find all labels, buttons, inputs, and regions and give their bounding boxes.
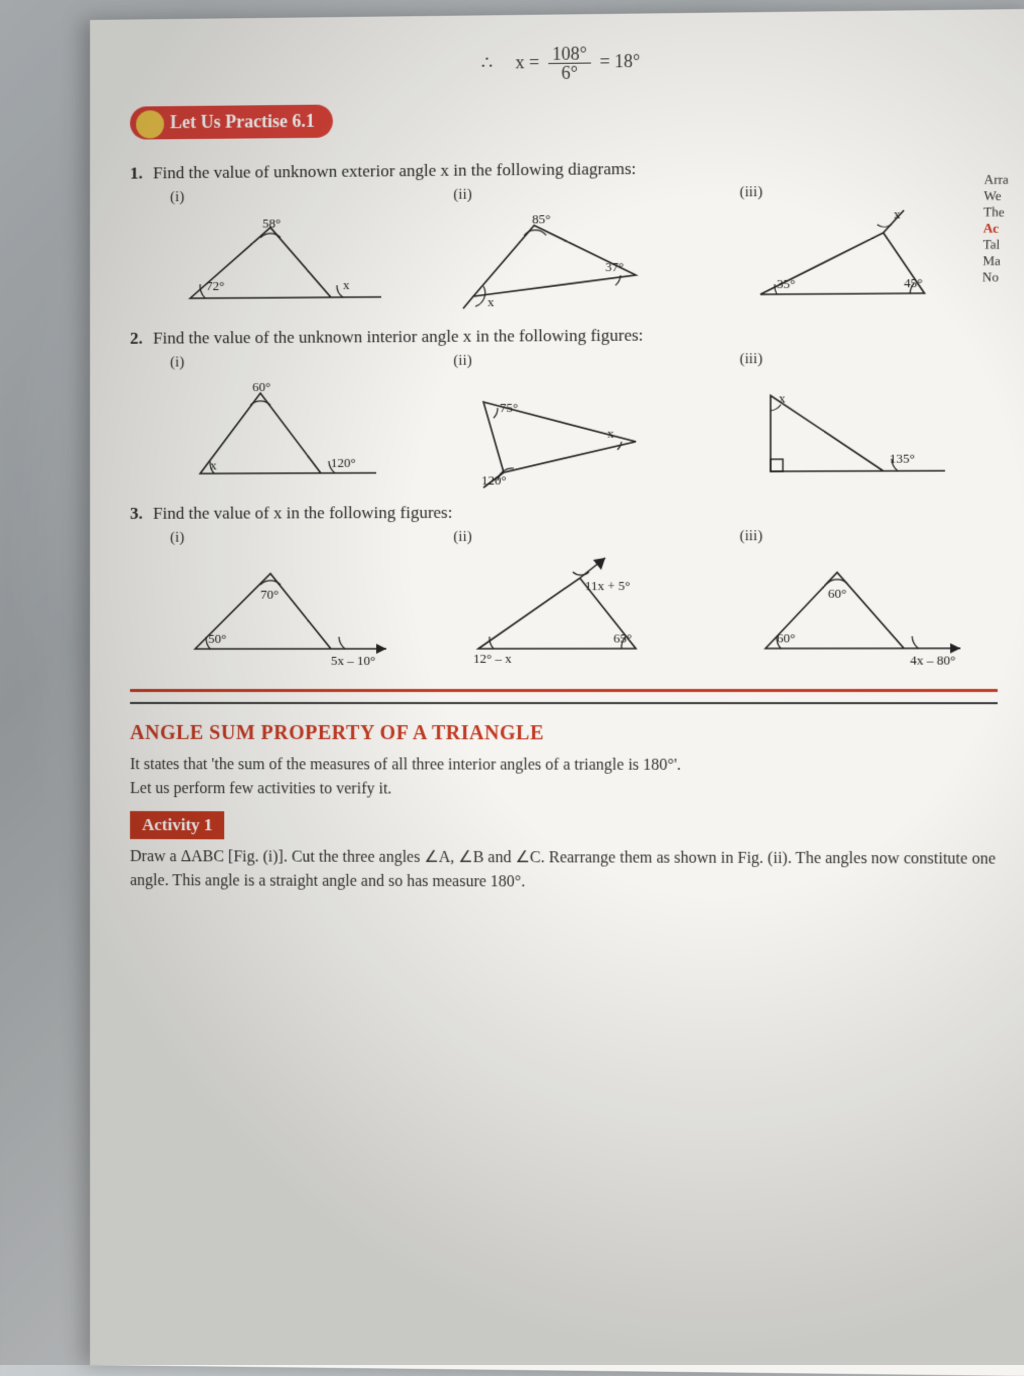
q3-iii-angle-a: 60° (828, 586, 847, 601)
q2-i-angle-c: 120° (331, 455, 356, 470)
q3-text: Find the value of x in the following fig… (153, 503, 452, 523)
q1-iii-angle-a: 35° (776, 276, 795, 291)
practise-badge: Let Us Practise 6.1 (130, 105, 333, 140)
q1-i-label: (i) (170, 187, 423, 206)
q1-i-angle-x: x (343, 277, 350, 292)
q3-number: 3. (130, 504, 143, 523)
q2-figures-row: (i) 60° x 120° (ii) 75° x 120° (170, 350, 998, 494)
equation-rhs: = 18° (600, 51, 641, 72)
triangle-q3-ii: 11x + 5° 12° – x 65° (453, 548, 687, 669)
q2-i-angle-a: 60° (252, 379, 270, 394)
q2-iii-label: (iii) (740, 350, 998, 369)
fraction-denominator: 6° (548, 64, 591, 83)
q3-i-angle-a: 70° (260, 587, 278, 602)
therefore-symbol: ∴ (481, 52, 493, 72)
q3-i-angle-b: 50° (208, 631, 226, 646)
q3-iii-angle-b: 60° (776, 630, 795, 645)
activity-text: Draw a ΔABC [Fig. (i)]. Cut the three an… (130, 845, 998, 896)
triangle-q3-i: 70° 50° 5x – 10° (170, 548, 401, 669)
q1-fig-i: (i) 58° 72° x (170, 187, 423, 318)
q2-number: 2. (130, 329, 143, 348)
property-verify: Let us perform few activities to verify … (130, 777, 998, 803)
triangle-q1-ii: 85° 37° x (453, 204, 677, 317)
margin-cutoff-text: Arra We The Ac Tal Ma No (982, 171, 1024, 285)
q1-ii-angle-c: 37° (606, 259, 625, 274)
fraction-numerator: 108° (548, 44, 591, 64)
q1-fig-iii: (iii) 35° 45° x (740, 182, 998, 315)
equation-fraction: 108° 6° (548, 44, 591, 82)
equation-lhs: x = (515, 52, 539, 72)
q1-i-angle-a: 58° (262, 215, 280, 230)
q3-figures-row: (i) 70° 50° 5x – 10° (ii) 11x + 5° (170, 527, 998, 669)
q1-ii-angle-x: x (488, 294, 495, 309)
q3-i-angle-c: 5x – 10° (331, 653, 376, 668)
q2-iii-angle-x: x (778, 390, 785, 405)
q2-fig-ii: (ii) 75° x 120° (453, 351, 709, 492)
margin-l5: Tal (983, 236, 1024, 253)
q3-ii-angle-b: 12° – x (474, 651, 513, 666)
equation-line: ∴ x = 108° 6° = 18° (130, 40, 998, 87)
q1-iii-label: (iii) (740, 182, 998, 201)
margin-l3: The (983, 204, 1024, 221)
triangle-q3-iii: 60° 60° 4x – 80° (740, 547, 976, 669)
horizontal-rule-dark (130, 702, 998, 704)
horizontal-rule-red (130, 689, 998, 692)
section-title: ANGLE SUM PROPERTY OF A TRIANGLE (130, 722, 998, 746)
q3-ii-angle-a: 11x + 5° (585, 578, 630, 593)
q2-fig-i: (i) 60° x 120° (170, 353, 423, 494)
question-3: 3. Find the value of x in the following … (130, 501, 998, 524)
q3-iii-angle-c: 4x – 80° (910, 652, 955, 667)
q3-iii-label: (iii) (740, 527, 998, 545)
q1-text: Find the value of unknown exterior angle… (153, 159, 636, 182)
q2-i-angle-x: x (210, 457, 217, 472)
q3-ii-label: (ii) (453, 528, 709, 546)
q1-figures-row: (i) 58° 72° x (ii) 85° 37° x (170, 182, 998, 318)
q3-fig-ii: (ii) 11x + 5° 12° – x 65° (453, 528, 709, 669)
q3-fig-iii: (iii) 60° 60° 4x – 80° (740, 527, 998, 668)
textbook-page: ∴ x = 108° 6° = 18° Let Us Practise 6.1 … (90, 9, 1024, 1376)
triangle-q2-iii: x 135° (740, 369, 966, 492)
margin-l1: Arra (984, 171, 1024, 188)
q3-i-label: (i) (170, 529, 423, 547)
q2-fig-iii: (iii) x 135° (740, 350, 998, 492)
question-1: 1. Find the value of unknown exterior an… (130, 156, 998, 184)
q1-iii-angle-x: x (893, 206, 900, 221)
q2-i-label: (i) (170, 353, 423, 372)
q3-fig-i: (i) 70° 50° 5x – 10° (170, 529, 423, 669)
q1-ii-label: (ii) (453, 185, 709, 204)
q2-ii-angle-x: x (608, 426, 615, 441)
question-2: 2. Find the value of the unknown interio… (130, 323, 998, 349)
triangle-q1-i: 58° 72° x (170, 206, 391, 318)
q2-ii-label: (ii) (453, 351, 709, 370)
q3-ii-angle-c: 65° (614, 630, 633, 645)
q1-fig-ii: (ii) 85° 37° x (453, 185, 709, 317)
triangle-q2-i: 60° x 120° (170, 372, 391, 493)
q2-text: Find the value of the unknown interior a… (153, 325, 643, 347)
margin-l7: No (982, 269, 1024, 286)
q2-iii-angle-b: 135° (889, 451, 914, 466)
q1-number: 1. (130, 164, 143, 183)
q2-ii-angle-c: 120° (482, 472, 507, 487)
q1-iii-angle-b: 45° (904, 275, 923, 290)
activity-label: Activity 1 (130, 811, 225, 839)
margin-l2: We (984, 188, 1024, 205)
margin-l4: Ac (983, 220, 1024, 237)
margin-l6: Ma (982, 253, 1024, 270)
triangle-q2-ii: 75° x 120° (453, 371, 677, 493)
q2-ii-angle-a: 75° (500, 400, 518, 415)
property-statement: It states that 'the sum of the measures … (130, 753, 998, 778)
q1-ii-angle-a: 85° (532, 211, 550, 226)
triangle-q1-iii: 35° 45° x (740, 202, 966, 315)
q1-i-angle-b: 72° (206, 278, 224, 293)
